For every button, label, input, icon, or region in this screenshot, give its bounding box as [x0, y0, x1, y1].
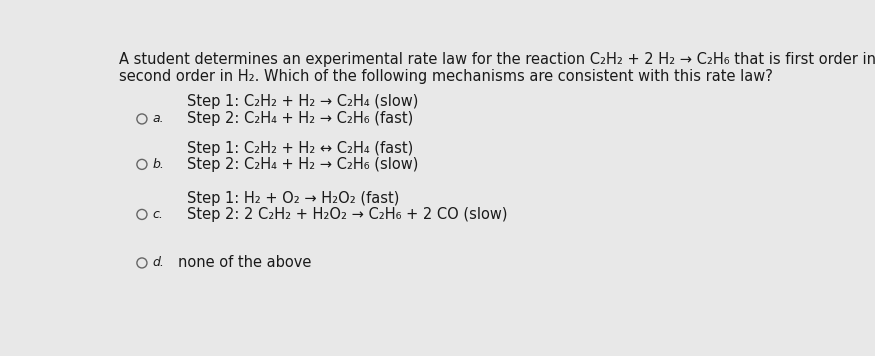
Text: second order in H₂. Which of the following mechanisms are consistent with this r: second order in H₂. Which of the followi… — [119, 69, 773, 84]
Text: Step 2: C₂H₄ + H₂ → C₂H₆ (slow): Step 2: C₂H₄ + H₂ → C₂H₆ (slow) — [187, 157, 418, 172]
Text: d.: d. — [153, 256, 164, 269]
Text: a.: a. — [153, 112, 164, 125]
Text: Step 1: C₂H₂ + H₂ ↔ C₂H₄ (fast): Step 1: C₂H₂ + H₂ ↔ C₂H₄ (fast) — [187, 141, 413, 156]
Text: none of the above: none of the above — [178, 255, 311, 270]
Text: c.: c. — [153, 208, 164, 221]
Text: Step 2: 2 C₂H₂ + H₂O₂ → C₂H₆ + 2 CO (slow): Step 2: 2 C₂H₂ + H₂O₂ → C₂H₆ + 2 CO (slo… — [187, 207, 508, 222]
Text: Step 1: H₂ + O₂ → H₂O₂ (fast): Step 1: H₂ + O₂ → H₂O₂ (fast) — [187, 190, 399, 205]
Text: Step 2: C₂H₄ + H₂ → C₂H₆ (fast): Step 2: C₂H₄ + H₂ → C₂H₆ (fast) — [187, 111, 413, 126]
Text: Step 1: C₂H₂ + H₂ → C₂H₄ (slow): Step 1: C₂H₂ + H₂ → C₂H₄ (slow) — [187, 94, 418, 109]
Text: b.: b. — [153, 158, 164, 171]
Text: A student determines an experimental rate law for the reaction C₂H₂ + 2 H₂ → C₂H: A student determines an experimental rat… — [119, 52, 875, 67]
